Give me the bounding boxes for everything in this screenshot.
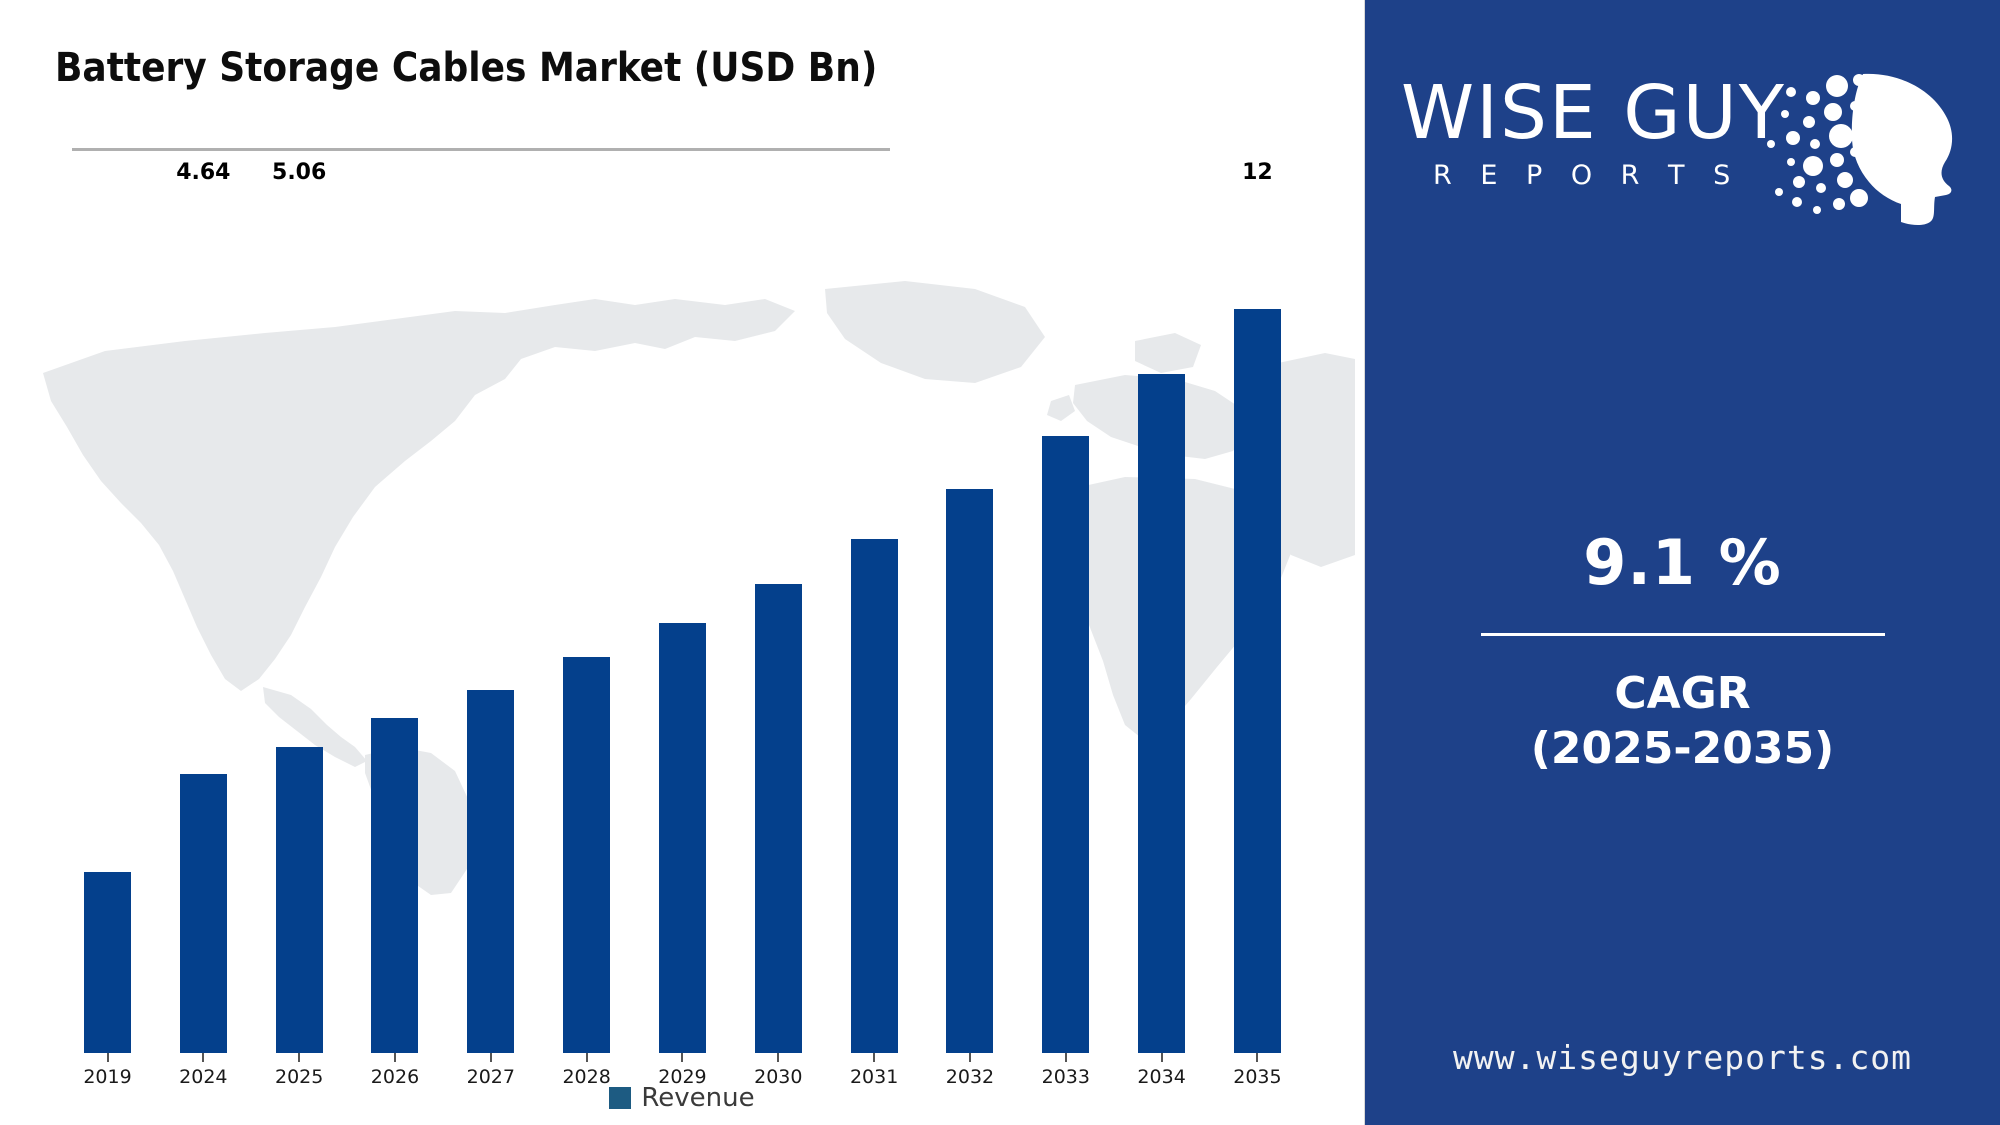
x-label-2033: 2033 (1041, 1066, 1090, 1088)
x-label-2025: 2025 (274, 1066, 324, 1088)
website-url[interactable]: www.wiseguyreports.com (1452, 1038, 1913, 1077)
cagr-block: 9.1 % CAGR (2025-2035) (1365, 530, 2000, 776)
bar-2029[interactable] (658, 623, 706, 1053)
bar-2019[interactable] (84, 872, 131, 1053)
x-tick-2025 (298, 1053, 301, 1062)
x-label-2034: 2034 (1137, 1066, 1186, 1088)
x-tick-2024 (202, 1053, 205, 1062)
bar-slot-2024: 4.64 2024 (156, 160, 251, 1088)
bar-slot-2030: 2030 (731, 193, 826, 1088)
chart-title: Battery Storage Cables Market (USD Bn) (55, 45, 878, 91)
x-tick-2035 (1256, 1053, 1259, 1062)
x-label-2027: 2027 (466, 1066, 515, 1088)
x-label-2029: 2029 (658, 1066, 707, 1088)
x-label-2019: 2019 (83, 1066, 132, 1088)
cagr-label-line1: CAGR (1614, 668, 1751, 720)
bar-slot-2035: 12 2035 (1210, 160, 1305, 1088)
plot-area: 2019 4.64 2024 5.06 2025 (60, 160, 1305, 1088)
bar-2032[interactable] (946, 489, 994, 1053)
x-label-2028: 2028 (562, 1066, 611, 1088)
bar-slot-2033: 2033 (1018, 193, 1113, 1088)
x-tick-2033 (1064, 1053, 1067, 1062)
cagr-value: 9.1 % (1583, 526, 1782, 599)
bar-value-label-2025: 5.06 (272, 160, 327, 185)
title-divider (72, 148, 890, 151)
cagr-label-line2: (2025-2035) (1530, 723, 1835, 775)
bar-2026[interactable] (371, 718, 419, 1053)
logo-wordmark-primary: WISE GUY (1401, 70, 1786, 156)
x-tick-2032 (968, 1053, 971, 1062)
x-label-2035: 2035 (1233, 1066, 1282, 1088)
logo-wordmark-secondary: R E P O R T S (1433, 160, 1740, 191)
brand-panel: WISE GUY R E P O R T S (1365, 0, 2000, 1125)
x-tick-2030 (777, 1053, 780, 1062)
bar-slot-2032: 2032 (922, 193, 1017, 1088)
bar-slot-2026: 2026 (347, 193, 442, 1088)
x-label-2032: 2032 (945, 1066, 995, 1088)
bar-value-label-2024: 4.64 (176, 160, 231, 185)
bar-2030[interactable] (754, 584, 802, 1053)
bar-slot-2034: 2034 (1114, 193, 1209, 1088)
chart-legend: Revenue (0, 1083, 1364, 1113)
cagr-divider (1480, 633, 1885, 637)
bar-2025[interactable] (275, 747, 323, 1053)
bar-slot-2031: 2031 (827, 193, 922, 1088)
x-tick-2026 (393, 1053, 396, 1062)
dotted-head-profile-icon (1766, 73, 1952, 226)
bar-slot-2029: 2029 (635, 193, 730, 1088)
bar-slot-2028: 2028 (539, 193, 634, 1088)
x-label-2030: 2030 (754, 1066, 803, 1088)
legend-swatch-revenue (609, 1087, 632, 1109)
wiseguy-logo: WISE GUY R E P O R T S (1365, 52, 2000, 232)
x-tick-2019 (106, 1053, 109, 1062)
legend-label-revenue: Revenue (641, 1083, 755, 1113)
x-tick-2034 (1160, 1053, 1163, 1062)
bar-2034[interactable] (1138, 374, 1186, 1053)
bar-2028[interactable] (563, 657, 611, 1053)
bar-2031[interactable] (850, 539, 898, 1053)
bar-2027[interactable] (467, 690, 515, 1053)
x-tick-2028 (585, 1053, 588, 1062)
bar-slot-2027: 2027 (443, 193, 538, 1088)
x-label-2024: 2024 (179, 1066, 228, 1088)
bar-series: 2019 4.64 2024 5.06 2025 (60, 160, 1305, 1088)
bar-2024[interactable] (179, 774, 227, 1053)
bar-slot-2025: 5.06 2025 (252, 160, 347, 1088)
x-label-2026: 2026 (370, 1066, 420, 1088)
x-tick-2031 (873, 1053, 876, 1062)
bar-value-label-2035: 12 (1242, 160, 1273, 185)
bar-slot-2019: 2019 (60, 193, 155, 1088)
x-label-2031: 2031 (849, 1066, 899, 1088)
bar-2033[interactable] (1042, 436, 1090, 1053)
bar-2035[interactable] (1233, 309, 1281, 1053)
x-tick-2029 (681, 1053, 684, 1062)
x-tick-2027 (489, 1053, 492, 1062)
chart-panel: Battery Storage Cables Market (USD Bn) (0, 0, 1365, 1125)
